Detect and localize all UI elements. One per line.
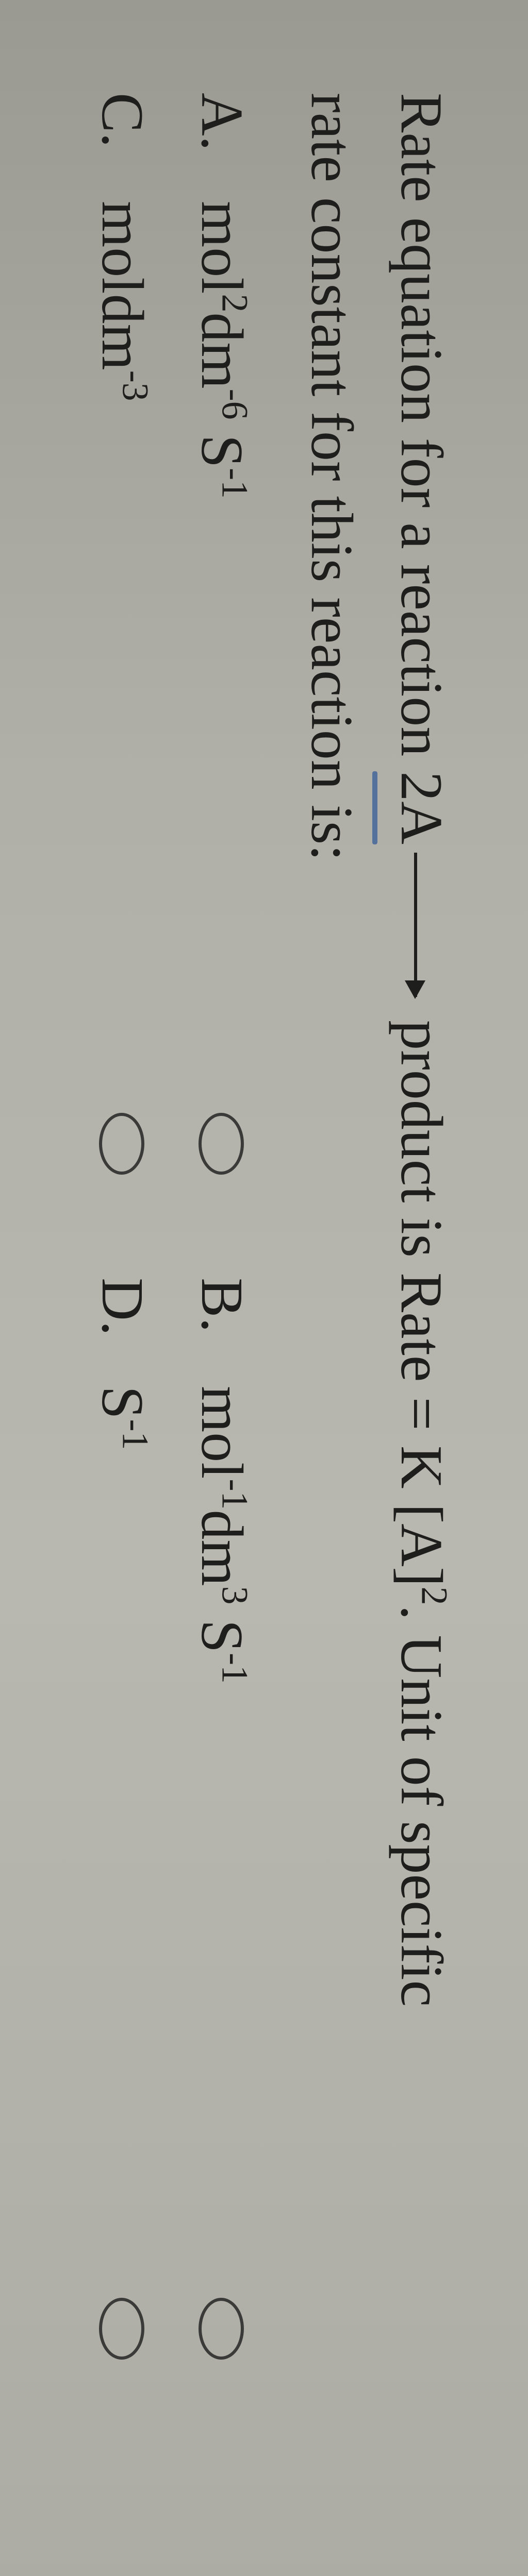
option-a[interactable]: A. mol2dm-6 S-1 [187, 93, 256, 1175]
reactant-2a: 2A [376, 771, 466, 844]
option-d-label: D. [88, 1278, 156, 1350]
option-d-bubble[interactable] [100, 2298, 145, 2360]
stem-line-2: rate constant for this reaction is: [299, 93, 365, 861]
reaction-arrow [414, 853, 417, 997]
option-a-label: A. [187, 93, 256, 165]
option-c-text: moldm-3 [88, 201, 156, 1077]
exam-page: Rate equation for a reaction 2A product … [0, 0, 528, 2576]
option-b-bubble[interactable] [199, 2298, 244, 2360]
option-a-text: mol2dm-6 S-1 [187, 201, 256, 1077]
rate-exponent: 2 [414, 1587, 455, 1605]
options-grid: A. mol2dm-6 S-1 B. mol-1dm3 S-1 C. moldm… [88, 93, 256, 2360]
option-a-bubble[interactable] [199, 1113, 244, 1175]
option-b-label: B. [187, 1278, 256, 1350]
option-c-bubble[interactable] [100, 1113, 145, 1175]
option-d-text: S-1 [88, 1386, 156, 2262]
question-stem: Rate equation for a reaction 2A product … [287, 93, 466, 2516]
option-b-text: mol-1dm3 S-1 [187, 1386, 256, 2262]
option-b[interactable]: B. mol-1dm3 S-1 [187, 1278, 256, 2360]
option-d[interactable]: D. S-1 [88, 1278, 156, 2360]
option-c-label: C. [88, 93, 156, 165]
option-c[interactable]: C. moldm-3 [88, 93, 156, 1175]
stem-text-2: product is Rate = K [A] [388, 1005, 454, 1587]
stem-text-1: Rate equation for a reaction [388, 93, 454, 771]
stem-text-3: . Unit of specific [388, 1605, 454, 2007]
